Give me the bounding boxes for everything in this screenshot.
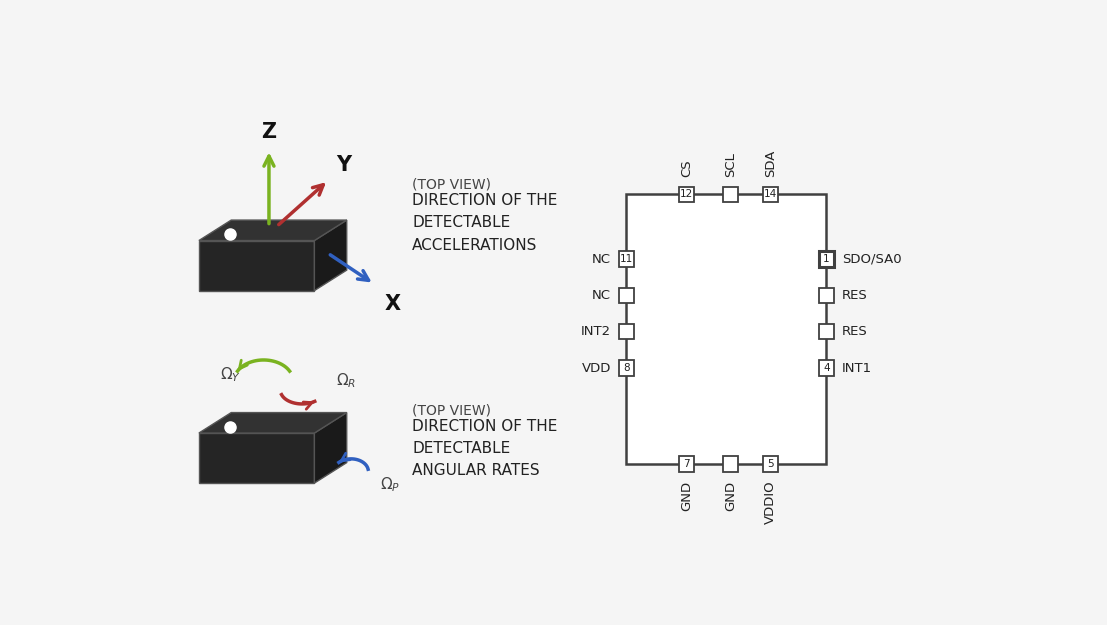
Text: SDA: SDA xyxy=(764,150,777,178)
Text: INT2: INT2 xyxy=(581,325,611,338)
Text: Z: Z xyxy=(261,122,277,142)
Bar xyxy=(679,456,694,471)
Text: VDDIO: VDDIO xyxy=(764,481,777,524)
Text: 7: 7 xyxy=(683,459,690,469)
Text: DIRECTION OF THE
DETECTABLE
ANGULAR RATES: DIRECTION OF THE DETECTABLE ANGULAR RATE… xyxy=(412,419,558,478)
Text: Y: Y xyxy=(335,155,351,175)
Polygon shape xyxy=(314,220,346,291)
Text: 11: 11 xyxy=(620,254,633,264)
Text: BOTTOM
VIEW: BOTTOM VIEW xyxy=(683,307,769,351)
Polygon shape xyxy=(199,433,314,483)
Text: RES: RES xyxy=(841,289,868,302)
Text: CS: CS xyxy=(680,160,693,177)
Text: NC: NC xyxy=(592,289,611,302)
Bar xyxy=(723,187,738,202)
Text: 8: 8 xyxy=(623,363,630,373)
Bar xyxy=(619,361,634,376)
Text: NC: NC xyxy=(592,253,611,266)
Polygon shape xyxy=(199,241,314,291)
Bar xyxy=(619,324,634,339)
Text: GND: GND xyxy=(724,481,737,511)
Bar xyxy=(819,324,835,339)
Polygon shape xyxy=(199,412,346,433)
Text: $\Omega_P$: $\Omega_P$ xyxy=(380,475,400,494)
Text: $\Omega_Y$: $\Omega_Y$ xyxy=(220,366,241,384)
Text: SCL: SCL xyxy=(724,152,737,178)
Bar xyxy=(619,288,634,303)
Text: (TOP VIEW): (TOP VIEW) xyxy=(412,403,492,418)
Text: 1: 1 xyxy=(824,254,830,264)
Bar xyxy=(763,187,778,202)
Text: 5: 5 xyxy=(767,459,774,469)
Text: INT1: INT1 xyxy=(841,362,872,374)
Polygon shape xyxy=(314,412,346,483)
Text: VDD: VDD xyxy=(581,362,611,374)
Polygon shape xyxy=(199,220,346,241)
Bar xyxy=(679,187,694,202)
Text: 14: 14 xyxy=(764,189,777,199)
Bar xyxy=(627,194,827,464)
Bar xyxy=(723,456,738,471)
Text: X: X xyxy=(384,294,401,314)
Bar xyxy=(819,288,835,303)
Text: DIRECTION OF THE
DETECTABLE
ACCELERATIONS: DIRECTION OF THE DETECTABLE ACCELERATION… xyxy=(412,193,558,253)
Bar xyxy=(819,361,835,376)
Text: (TOP VIEW): (TOP VIEW) xyxy=(412,177,492,192)
Bar xyxy=(763,456,778,471)
Bar xyxy=(819,251,835,267)
Text: RES: RES xyxy=(841,325,868,338)
Text: 4: 4 xyxy=(824,363,830,373)
Text: GND: GND xyxy=(680,481,693,511)
Text: $\Omega_R$: $\Omega_R$ xyxy=(335,371,356,390)
Text: SDO/SA0: SDO/SA0 xyxy=(841,253,901,266)
Text: 12: 12 xyxy=(680,189,693,199)
Bar xyxy=(619,251,634,267)
